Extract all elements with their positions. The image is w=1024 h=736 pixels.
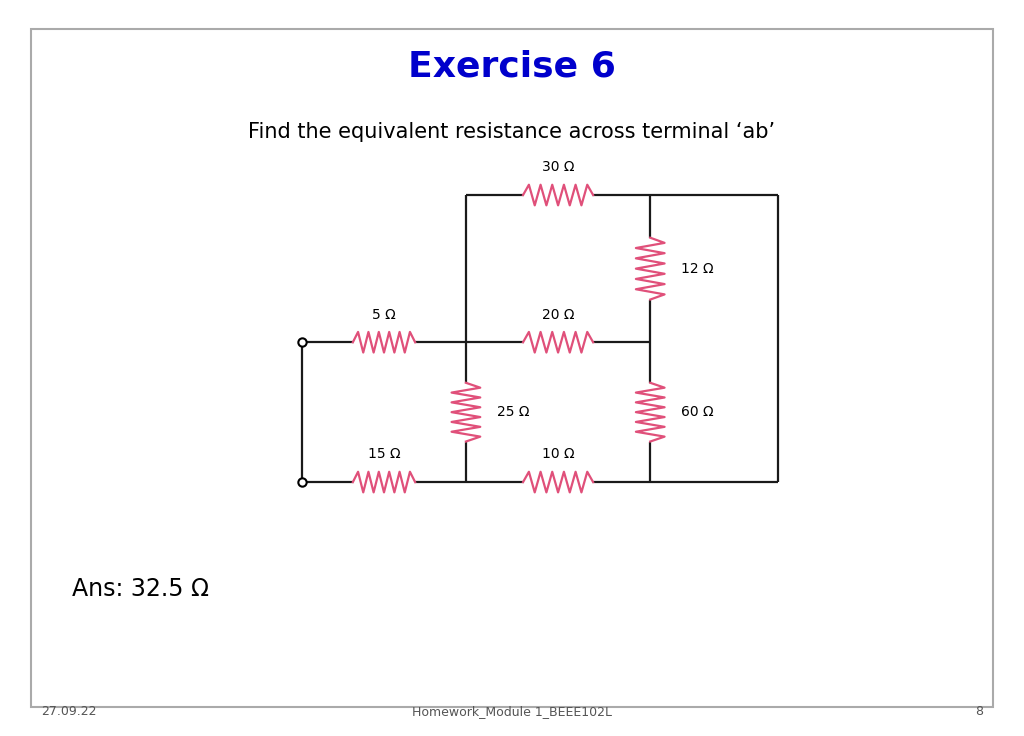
Text: 27.09.22: 27.09.22 <box>41 704 96 718</box>
Text: 30 Ω: 30 Ω <box>542 160 574 174</box>
Text: Find the equivalent resistance across terminal ‘ab’: Find the equivalent resistance across te… <box>249 122 775 143</box>
Text: 10 Ω: 10 Ω <box>542 447 574 461</box>
Text: 8: 8 <box>975 704 983 718</box>
Text: 5 Ω: 5 Ω <box>372 308 396 322</box>
Text: 20 Ω: 20 Ω <box>542 308 574 322</box>
Text: Ans: 32.5 Ω: Ans: 32.5 Ω <box>72 577 209 601</box>
Text: Exercise 6: Exercise 6 <box>408 49 616 83</box>
Text: 15 Ω: 15 Ω <box>368 447 400 461</box>
Text: 12 Ω: 12 Ω <box>681 261 714 276</box>
Text: Homework_Module 1_BEEE102L: Homework_Module 1_BEEE102L <box>412 704 612 718</box>
Text: 25 Ω: 25 Ω <box>497 405 529 420</box>
Text: 60 Ω: 60 Ω <box>681 405 714 420</box>
